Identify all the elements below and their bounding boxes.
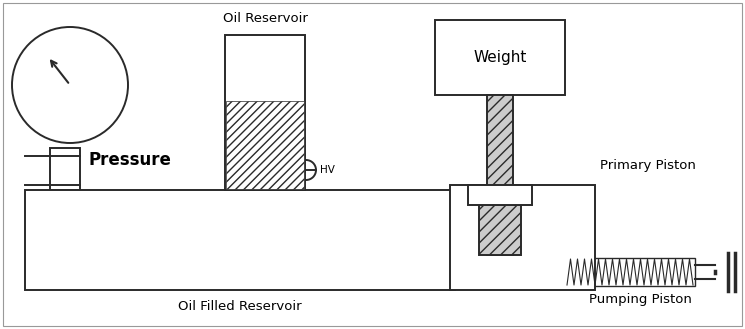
Bar [50, 148, 80, 190]
Circle shape [296, 160, 316, 180]
Bar [468, 185, 532, 205]
Text: Pumping Piston: Pumping Piston [589, 293, 691, 307]
Bar [25, 190, 455, 290]
Text: Primary Piston: Primary Piston [600, 159, 696, 171]
Bar [487, 95, 513, 255]
Bar [225, 35, 305, 190]
Text: Pressure: Pressure [88, 151, 171, 169]
Text: Weight: Weight [473, 50, 527, 65]
Text: Oil Filled Reservoir: Oil Filled Reservoir [178, 300, 302, 314]
Bar [226, 101, 304, 189]
Text: HV: HV [320, 165, 335, 175]
Text: Oil Reservoir: Oil Reservoir [223, 12, 308, 24]
Bar [435, 20, 565, 95]
Bar [565, 258, 695, 286]
Circle shape [12, 27, 128, 143]
Bar [479, 205, 521, 255]
Bar [450, 185, 595, 290]
Bar [545, 258, 565, 286]
